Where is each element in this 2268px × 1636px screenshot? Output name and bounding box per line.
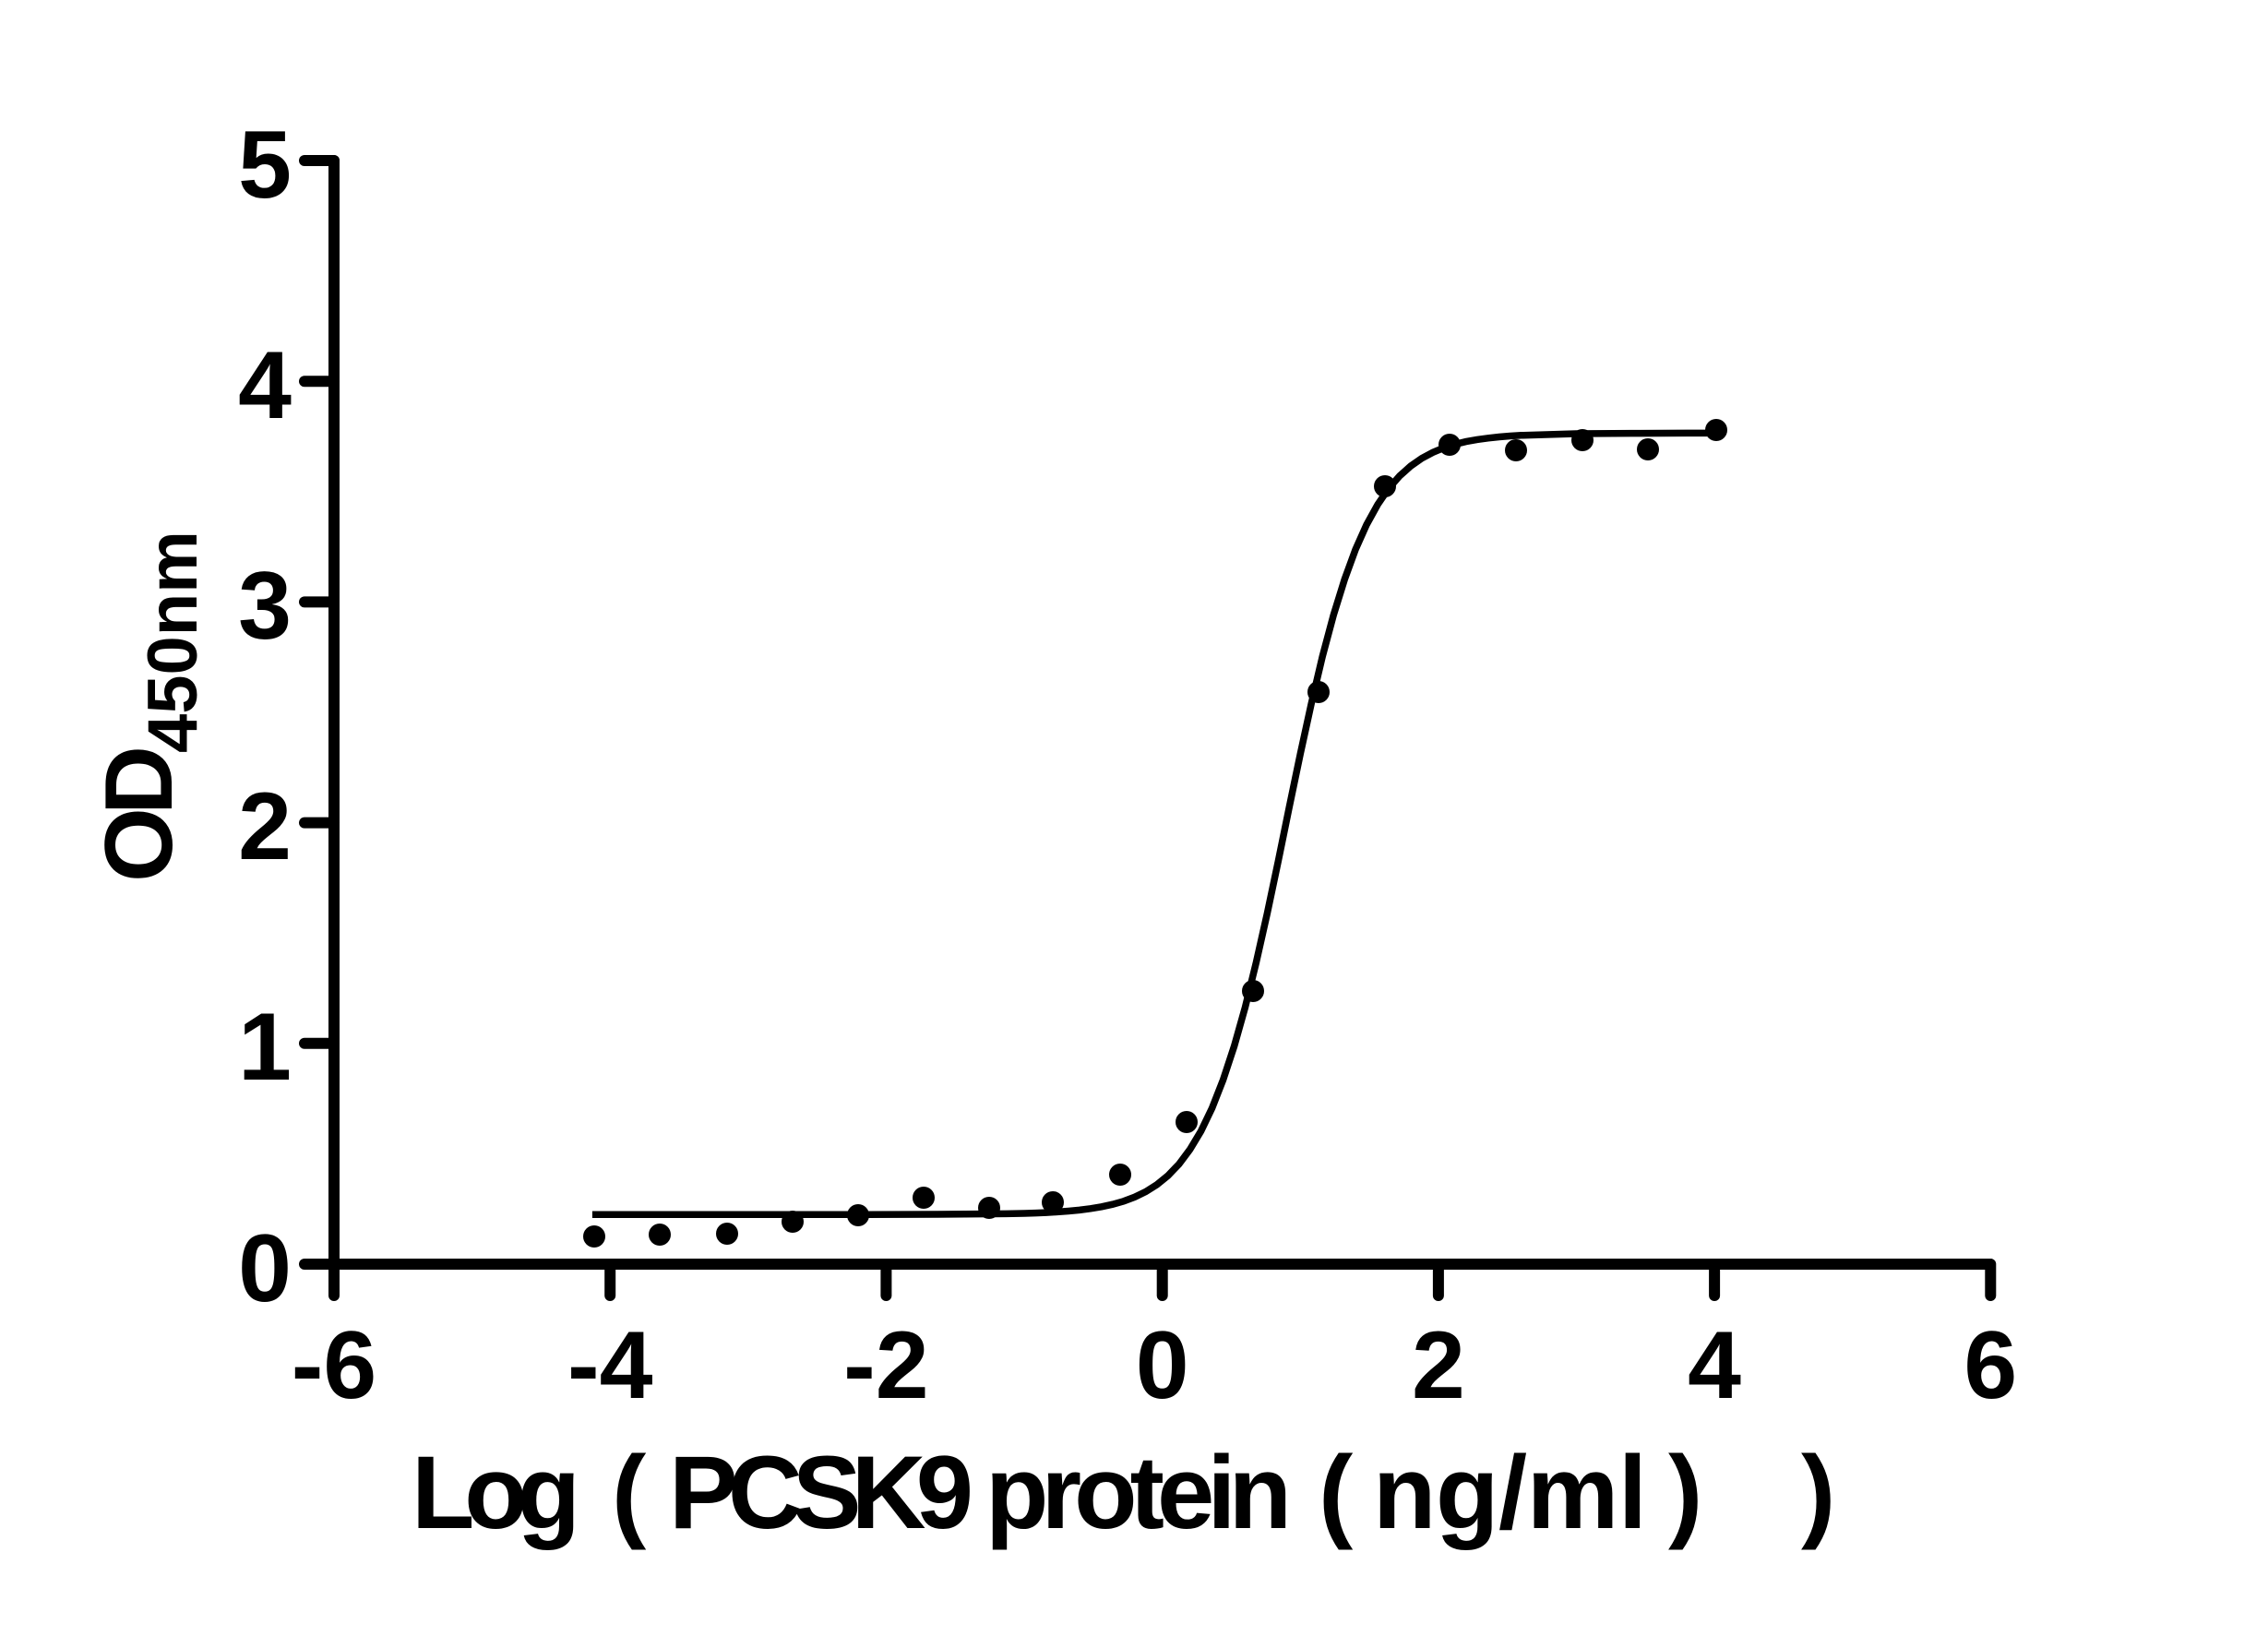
svg-text:): )	[1668, 1435, 1702, 1550]
svg-text:): )	[1801, 1435, 1835, 1550]
svg-text:(: (	[1319, 1435, 1354, 1550]
svg-text:PCSK9: PCSK9	[669, 1435, 973, 1550]
svg-text:-4: -4	[567, 1312, 653, 1419]
svg-text:4: 4	[238, 332, 292, 439]
svg-text:1: 1	[238, 994, 292, 1101]
svg-text:0: 0	[238, 1215, 292, 1322]
svg-text:0: 0	[1136, 1312, 1189, 1419]
svg-text:2: 2	[1412, 1312, 1465, 1419]
svg-text:2: 2	[238, 773, 292, 880]
svg-text:Log: Log	[412, 1435, 580, 1550]
svg-text:(: (	[612, 1435, 647, 1550]
svg-text:ng/ml: ng/ml	[1373, 1435, 1647, 1550]
svg-text:6: 6	[1964, 1312, 2017, 1419]
svg-text:-2: -2	[843, 1312, 928, 1419]
svg-text:5: 5	[238, 112, 292, 219]
svg-text:4: 4	[1688, 1312, 1741, 1419]
svg-text:3: 3	[238, 553, 292, 660]
svg-text:protein: protein	[985, 1435, 1292, 1550]
svg-text:-6: -6	[292, 1312, 376, 1419]
